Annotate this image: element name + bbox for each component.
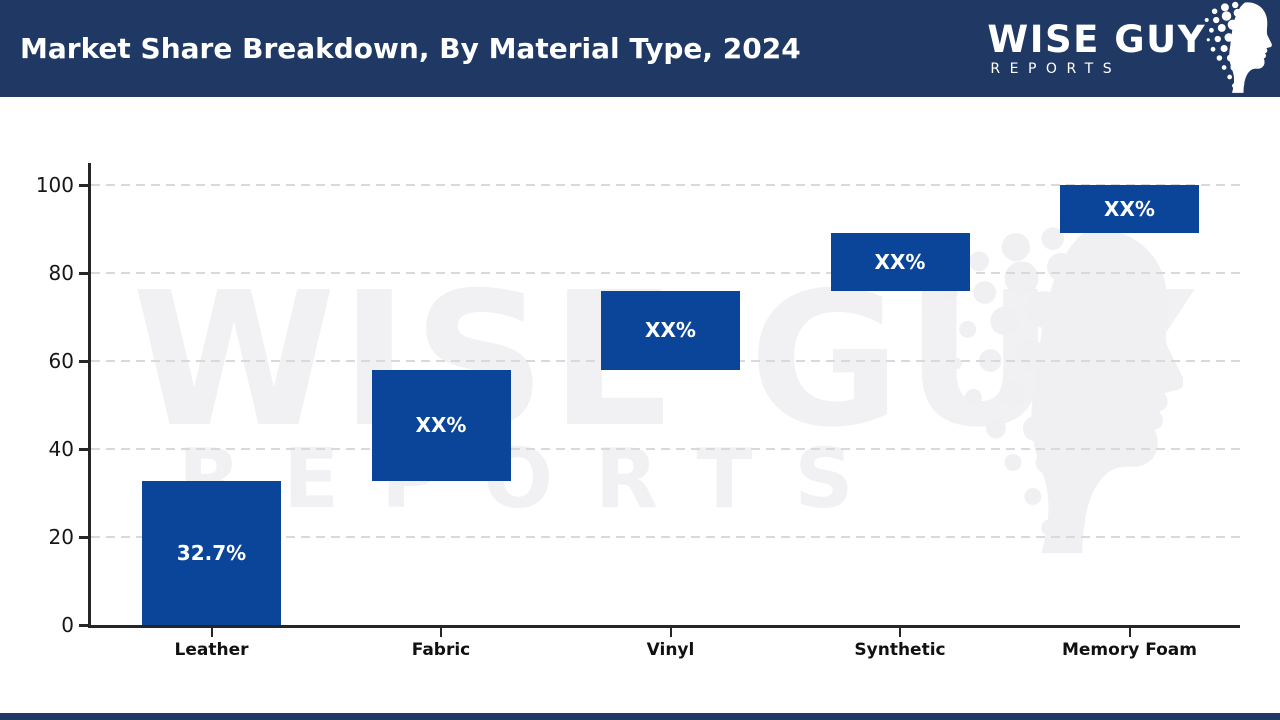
logo-wordmark-block: WISE GUY REPORTS xyxy=(987,21,1206,77)
gridline-80 xyxy=(91,272,1240,274)
gridline-40 xyxy=(91,448,1240,450)
gridline-20 xyxy=(91,536,1240,538)
footer-bar xyxy=(0,713,1280,720)
bar-value-label: XX% xyxy=(1104,197,1155,222)
bar-value-label: XX% xyxy=(415,413,467,438)
y-tick-0 xyxy=(79,624,88,627)
x-label-4: Memory Foam xyxy=(1061,640,1197,660)
y-tick-20 xyxy=(79,536,88,539)
y-tick-60 xyxy=(79,360,88,363)
x-tick-4 xyxy=(1128,628,1131,637)
bar-synthetic: XX% xyxy=(830,233,970,291)
bar-value-label: XX% xyxy=(874,249,926,274)
y-tick-label-0: 0 xyxy=(61,613,74,637)
x-label-3: Synthetic xyxy=(854,640,946,660)
x-tick-0 xyxy=(210,628,213,637)
wiseguy-logo: WISE GUY REPORTS xyxy=(987,0,1274,97)
y-tick-label-80: 80 xyxy=(48,261,74,285)
chart-title: Market Share Breakdown, By Material Type… xyxy=(20,32,801,65)
face-profile-icon xyxy=(1204,1,1272,93)
logo-subtext: REPORTS xyxy=(990,60,1122,77)
x-axis-line xyxy=(88,625,1240,628)
logo-wordmark: WISE GUY xyxy=(987,17,1206,61)
y-tick-80 xyxy=(79,272,88,275)
y-tick-100 xyxy=(79,184,88,187)
x-label-2: Vinyl xyxy=(646,640,695,660)
x-tick-2 xyxy=(669,628,672,637)
bar-value-label: XX% xyxy=(645,318,696,343)
y-tick-label-100: 100 xyxy=(35,173,74,197)
y-axis-line xyxy=(88,163,91,625)
y-tick-label-20: 20 xyxy=(48,525,74,549)
plot-area: 0 20 40 60 80 100 32.7% Leather XX% Fabric XX% Viny… xyxy=(0,97,1280,713)
gridline-100 xyxy=(91,184,1240,186)
bar-value-label: 32.7% xyxy=(176,541,247,566)
header-bar: Market Share Breakdown, By Material Type… xyxy=(0,0,1280,97)
y-tick-label-40: 40 xyxy=(48,437,74,461)
x-tick-3 xyxy=(899,628,901,637)
bar-vinyl: XX% xyxy=(601,290,740,370)
bar-fabric: XX% xyxy=(371,369,511,482)
x-tick-1 xyxy=(440,628,442,637)
x-label-1: Fabric xyxy=(411,640,471,660)
bar-memory-foam: XX% xyxy=(1060,185,1199,234)
bar-leather: 32.7% xyxy=(142,481,281,625)
y-tick-40 xyxy=(79,448,88,451)
y-tick-label-60: 60 xyxy=(48,349,74,373)
x-label-0: Leather xyxy=(174,640,249,660)
